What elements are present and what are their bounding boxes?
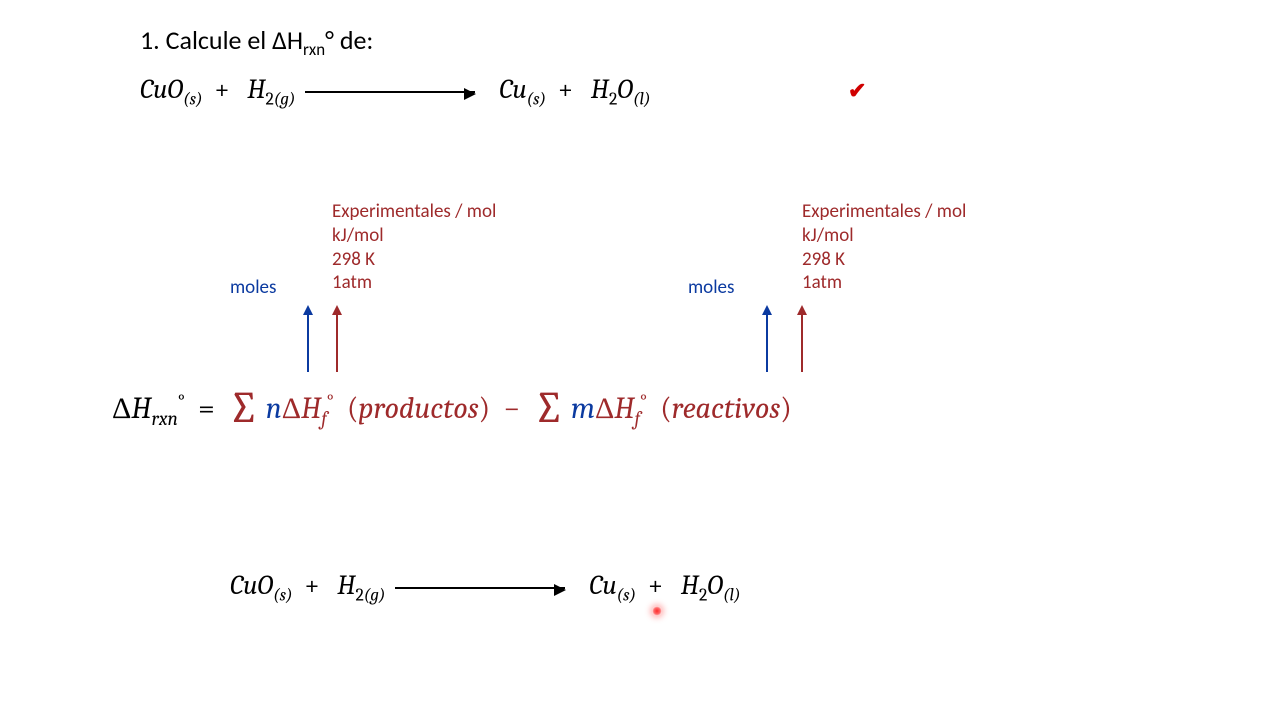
arrow-n — [307, 306, 309, 372]
reaction-arrow-bottom — [395, 587, 565, 589]
question-suffix: de: — [334, 24, 373, 56]
reaction-bottom: CuO(s) + H2(g) Cu(s) + H2O(l) — [230, 570, 740, 605]
br2: H — [337, 570, 355, 601]
H2: H — [301, 391, 321, 426]
arrow-dhf1 — [336, 306, 338, 372]
br1: CuO — [230, 570, 273, 601]
br1s: (s) — [273, 585, 292, 605]
question-line: 1. Calcule el ΔHrxn° de: — [140, 24, 373, 60]
label-exp-left: Experimentales / mol kJ/mol 298 K 1atm — [332, 200, 496, 295]
delta2: Δ — [282, 391, 301, 426]
exp-r3: 1atm — [802, 271, 966, 295]
H3: H — [614, 391, 634, 426]
br2s: (g) — [364, 585, 386, 605]
hess-formula: ΔHrxn° = ∑ nΔHf° (productos) − ∑ mΔHf° (… — [112, 378, 792, 430]
question-sub: rxn — [303, 39, 325, 60]
bp2h: H — [681, 570, 699, 601]
delta3: Δ — [595, 391, 614, 426]
n-coef: n — [266, 391, 282, 426]
bp2s: (l) — [723, 585, 741, 605]
question-number: 1. — [140, 24, 160, 56]
arrow-m — [766, 306, 768, 372]
bplus2: + — [648, 570, 663, 601]
r2-formula: H — [247, 74, 265, 105]
reaction-arrow-top — [305, 91, 475, 93]
bplus1: + — [304, 570, 319, 601]
reactivos: reactivos — [672, 391, 781, 426]
plus1: + — [214, 74, 229, 105]
exp-r0: Experimentales / mol — [802, 200, 966, 224]
laser-pointer — [652, 606, 662, 616]
p2-sub: 2 — [609, 89, 617, 109]
rxn-sub: rxn — [152, 407, 178, 430]
bp1: Cu — [589, 570, 616, 601]
br2sub: 2 — [355, 585, 363, 605]
arrow-dhf2 — [801, 306, 803, 372]
exp-l2: 298 K — [332, 248, 496, 272]
p2-o: O — [617, 74, 633, 105]
exp-l0: Experimentales / mol — [332, 200, 496, 224]
exp-r1: kJ/mol — [802, 224, 966, 248]
exp-l1: kJ/mol — [332, 224, 496, 248]
question-text: Calcule el ΔH — [166, 24, 303, 56]
p2-h: H — [591, 74, 609, 105]
p2-state: (l) — [633, 89, 651, 109]
plus2: + — [558, 74, 573, 105]
bp2o: O — [707, 570, 723, 601]
question-deg: ° — [325, 24, 334, 56]
delta1: Δ — [112, 391, 131, 426]
label-moles-left: moles — [230, 276, 276, 300]
slide: 1. Calcule el ΔHrxn° de: CuO(s) + H2(g) … — [0, 0, 1280, 720]
p1-state: (s) — [527, 89, 546, 109]
reaction-top: CuO(s) + H2(g) Cu(s) + H2O(l) — [140, 74, 650, 109]
exp-l3: 1atm — [332, 271, 496, 295]
minus: − — [503, 391, 520, 426]
r2-sub: 2 — [265, 89, 273, 109]
exp-r2: 298 K — [802, 248, 966, 272]
r1-formula: CuO — [140, 74, 183, 105]
r1-state: (s) — [183, 89, 202, 109]
deg3: ° — [640, 390, 647, 412]
bp2sub: 2 — [699, 585, 707, 605]
H1: H — [131, 391, 151, 426]
sigma1: ∑ — [228, 382, 259, 433]
check-icon: ✔ — [848, 78, 866, 104]
deg2: ° — [327, 390, 334, 412]
deg1: ° — [178, 390, 185, 412]
p1-formula: Cu — [499, 74, 526, 105]
r2-state: (g) — [274, 89, 296, 109]
productos: productos — [358, 391, 478, 426]
sigma2: ∑ — [533, 382, 564, 433]
label-exp-right: Experimentales / mol kJ/mol 298 K 1atm — [802, 200, 966, 295]
bp1s: (s) — [617, 585, 636, 605]
m-coef: m — [571, 391, 595, 426]
eq-sign: = — [198, 391, 215, 426]
label-moles-right: moles — [688, 276, 734, 300]
